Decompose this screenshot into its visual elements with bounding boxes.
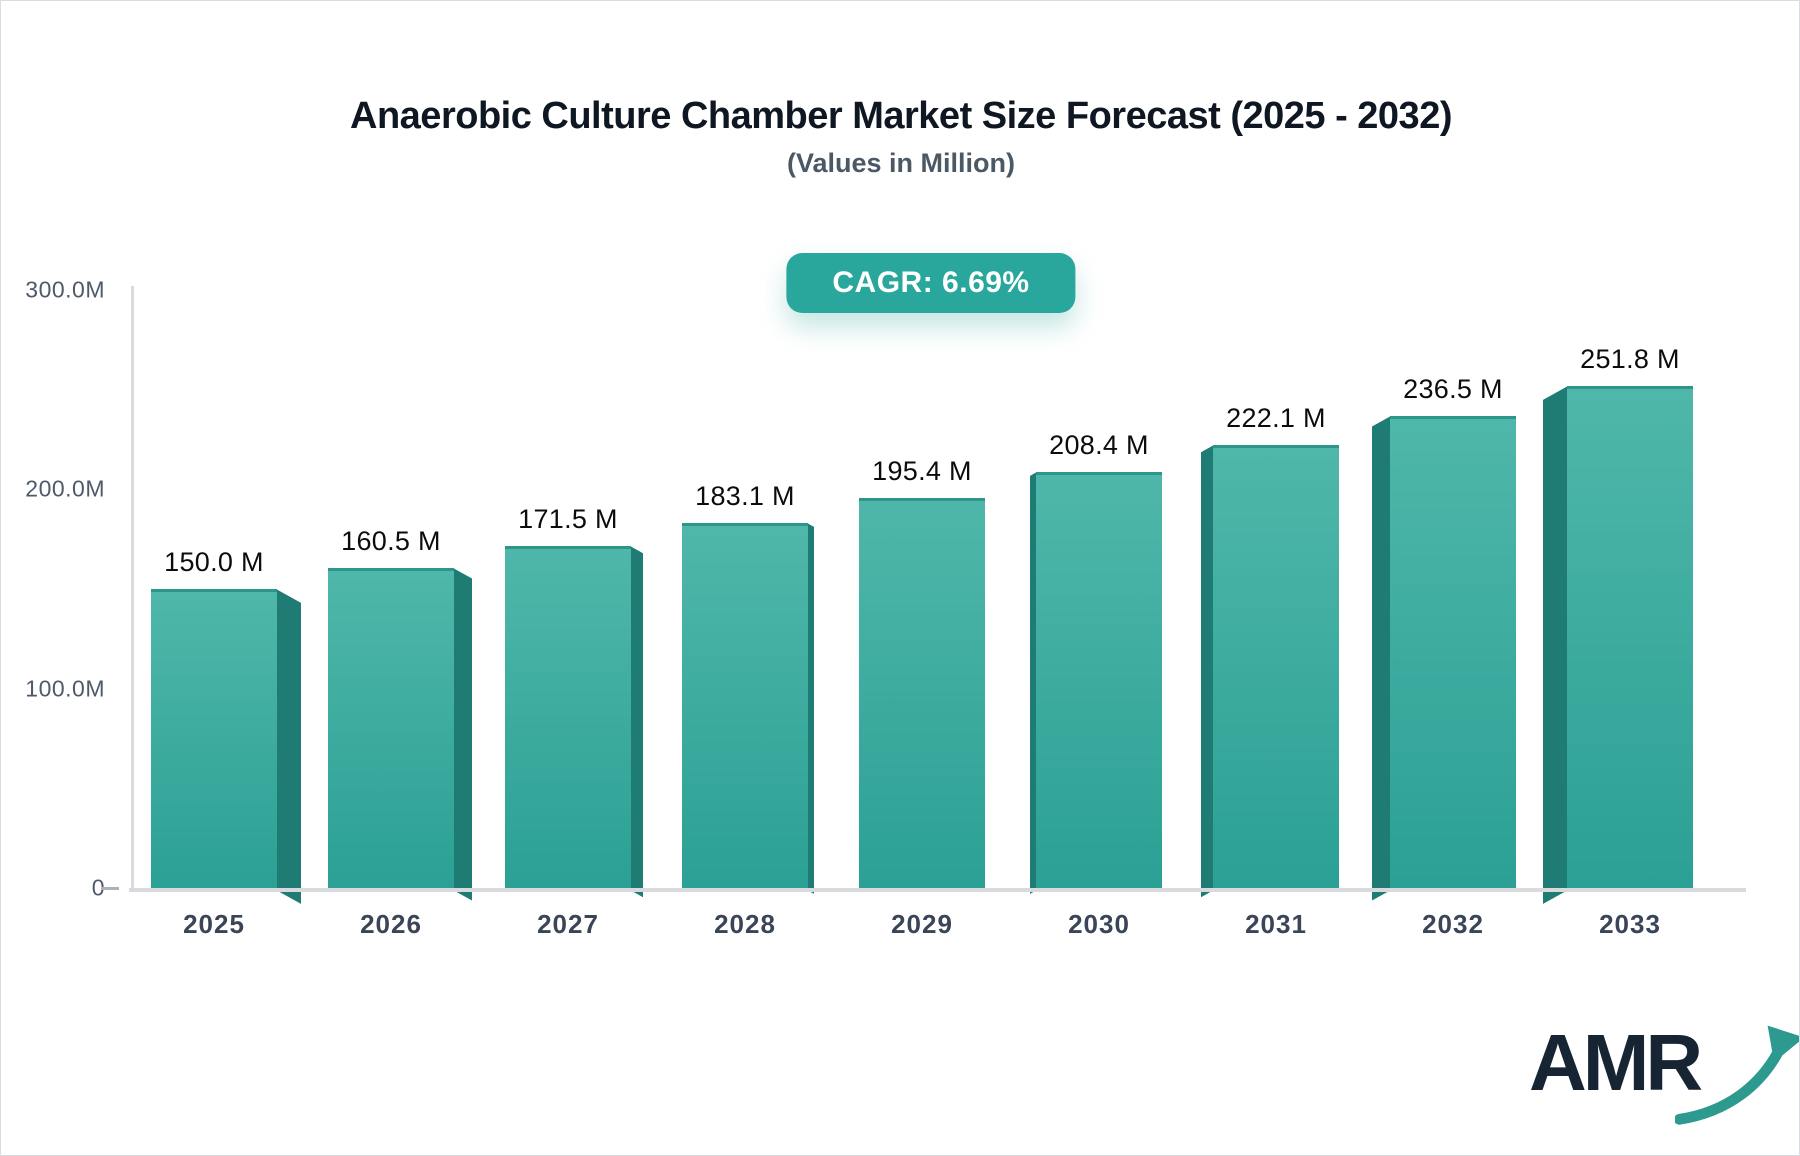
- brand-logo-text: AMR: [1529, 1018, 1703, 1107]
- x-axis-label-2028: 2028: [714, 909, 776, 939]
- bar-value-label-2028: 183.1 M: [695, 480, 795, 511]
- x-axis-label-2026: 2026: [360, 909, 422, 939]
- growth-arrow-icon: [1675, 1025, 1799, 1125]
- bar-2031: [1213, 444, 1339, 890]
- x-axis-label-2029: 2029: [891, 909, 953, 939]
- y-axis-tick-label: 100.0M: [25, 675, 105, 701]
- bar-2032: [1390, 416, 1516, 890]
- x-axis-label-2027: 2027: [537, 909, 599, 939]
- y-axis-line: [131, 285, 134, 892]
- bar-2026-side-face: [453, 567, 472, 901]
- x-axis-label-2030: 2030: [1068, 909, 1130, 939]
- bar-2028-side-face: [807, 522, 814, 894]
- y-axis-tick-label: 300.0M: [25, 276, 105, 302]
- page-title: Anaerobic Culture Chamber Market Size Fo…: [350, 95, 1452, 137]
- bar-value-label-2026: 160.5 M: [341, 525, 441, 556]
- bar-2030: [1036, 472, 1162, 890]
- bar-value-label-2027: 171.5 M: [518, 503, 618, 534]
- bar-2028: [682, 522, 808, 890]
- bar-2025: [151, 588, 277, 890]
- y-axis-tick-label: 200.0M: [25, 475, 105, 502]
- bar-2032-side-face: [1372, 416, 1391, 901]
- bar-value-label-2029: 195.4 M: [872, 456, 972, 487]
- page-subtitle: (Values in Million): [786, 148, 1016, 178]
- bar-2033-side-face: [1543, 385, 1568, 904]
- bar-value-label-2030: 208.4 M: [1049, 430, 1149, 461]
- y-axis-zero-tick: [101, 886, 119, 890]
- brand-logo: AMR: [1529, 1018, 1799, 1133]
- x-axis-label-2031: 2031: [1245, 909, 1307, 939]
- x-axis-label-2025: 2025: [183, 909, 245, 939]
- bar-2026: [328, 567, 454, 890]
- bar-value-label-2031: 222.1 M: [1226, 402, 1326, 433]
- bar-2027: [505, 545, 631, 890]
- bar-2025-side-face: [276, 588, 301, 904]
- x-axis-label-2033: 2033: [1599, 909, 1661, 939]
- x-axis-label-2032: 2032: [1422, 909, 1484, 939]
- bar-value-label-2032: 236.5 M: [1403, 374, 1503, 405]
- y-axis-tick-label: 0: [91, 874, 105, 901]
- cagr-badge: CAGR: 6.69%: [786, 253, 1076, 313]
- bar-2029: [859, 498, 985, 890]
- bar-2027-side-face: [630, 545, 643, 898]
- bar-2033: [1567, 385, 1693, 890]
- x-axis-line: [129, 888, 1746, 892]
- bar-value-label-2033: 251.8 M: [1580, 343, 1680, 374]
- bar-value-label-2025: 150.0 M: [164, 546, 264, 577]
